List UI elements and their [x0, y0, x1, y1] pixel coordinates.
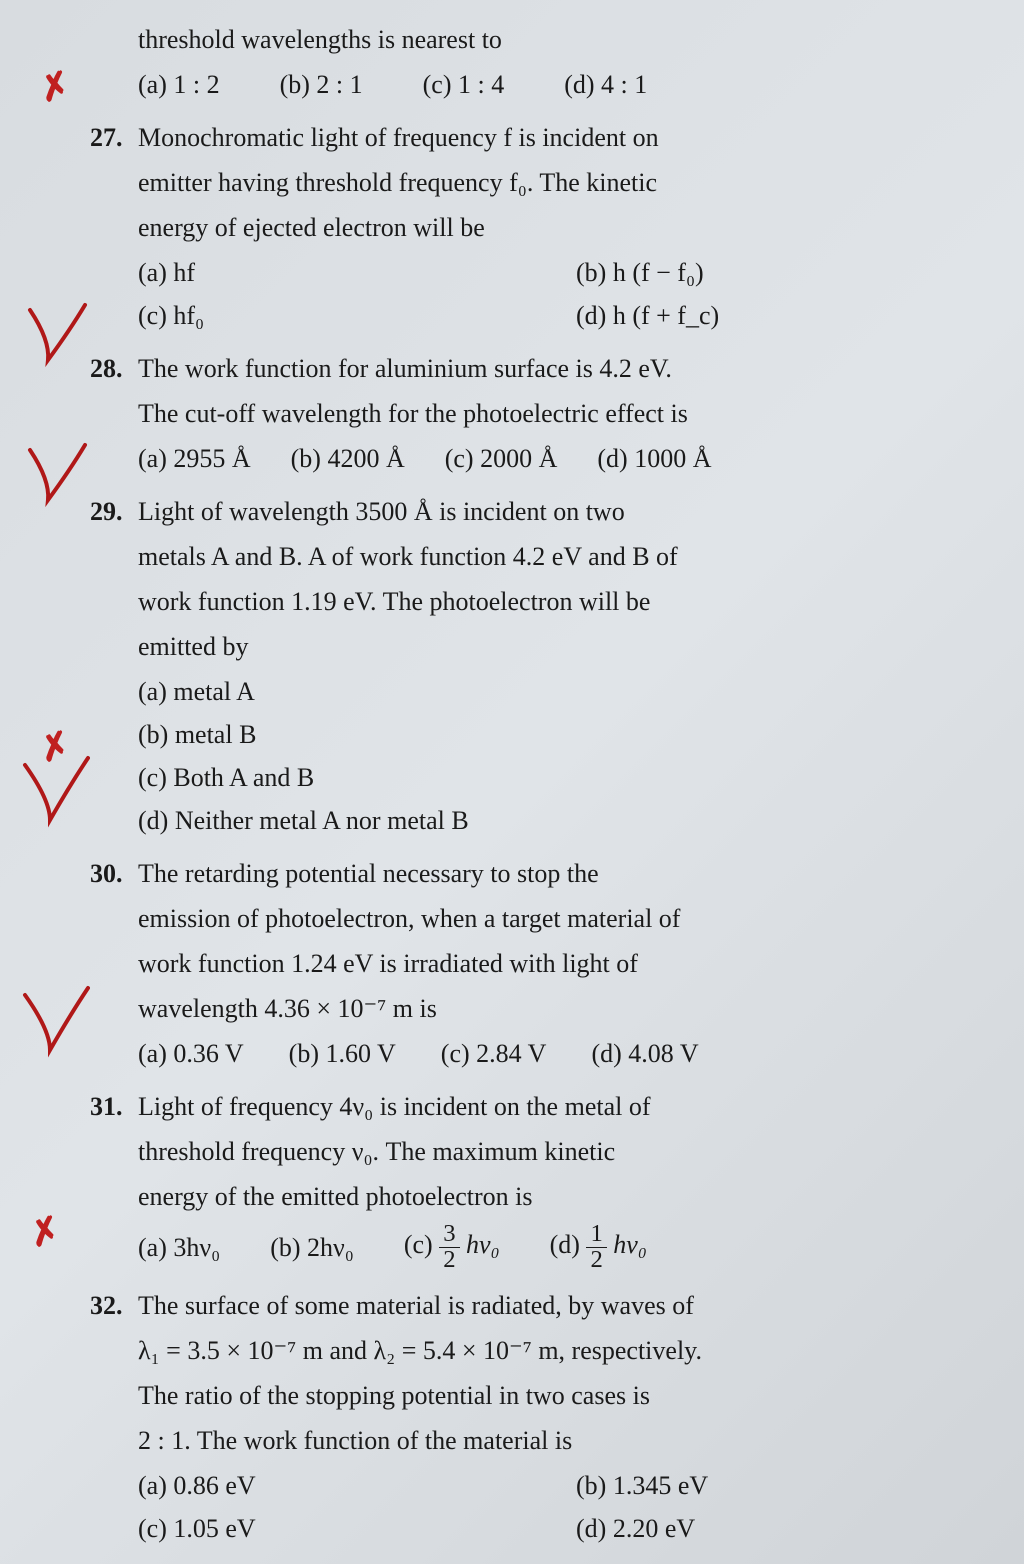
option-c: (c) 2.84 V	[441, 1034, 547, 1073]
option-a: (a) metal A	[138, 672, 974, 711]
option-c: (c) 1.05 eV	[138, 1509, 536, 1548]
question-line: Monochromatic light of frequency f is in…	[138, 123, 659, 152]
option-b: (b) h (f − f₀)	[576, 253, 974, 292]
options-row: (a) 0.36 V (b) 1.60 V (c) 2.84 V (d) 4.0…	[138, 1034, 974, 1073]
question-line: energy of ejected electron will be	[138, 208, 974, 247]
question-line: λ₁ = 3.5 × 10⁻⁷ m and λ₂ = 5.4 × 10⁻⁷ m,…	[138, 1331, 974, 1370]
option-c: (c) Both A and B	[138, 758, 974, 797]
question-27: 27.Monochromatic light of frequency f is…	[90, 118, 974, 335]
question-line: 2 : 1. The work function of the material…	[138, 1421, 974, 1460]
question-text: 28.The work function for aluminium surfa…	[138, 349, 974, 388]
fraction-numerator: 1	[586, 1222, 606, 1248]
question-text: 27.Monochromatic light of frequency f is…	[138, 118, 974, 157]
question-text: 31.Light of frequency 4ν₀ is incident on…	[138, 1087, 974, 1126]
option-c: (c) 1 : 4	[423, 65, 505, 104]
hand-mark-icon: ✗	[24, 1202, 67, 1262]
option-b: (b) 2 : 1	[280, 65, 363, 104]
question-line: The retarding potential necessary to sto…	[138, 859, 599, 888]
option-b: (b) 2hν₀	[270, 1228, 354, 1267]
option-d: (d) 12 hν₀	[550, 1222, 647, 1272]
hand-mark-icon	[20, 980, 90, 1070]
option-d: (d) 4 : 1	[564, 65, 647, 104]
question-number: 32.	[90, 1286, 138, 1325]
question-line: emitted by	[138, 627, 974, 666]
options-grid: (a) hf (b) h (f − f₀) (c) hf₀ (d) h (f +…	[138, 253, 974, 335]
question-29: 29.Light of wavelength 3500 Å is inciden…	[90, 492, 974, 840]
question-31: 31.Light of frequency 4ν₀ is incident on…	[90, 1087, 974, 1272]
hand-mark-icon: ✗	[34, 717, 77, 777]
options-row: (a) 3hν₀ (b) 2hν₀ (c) 32 hν₀ (d) 12 hν₀	[138, 1222, 974, 1272]
option-b: (b) 1.345 eV	[576, 1466, 974, 1505]
question-text: 30.The retarding potential necessary to …	[138, 854, 974, 893]
option-d: (d) Neither metal A nor metal B	[138, 801, 974, 840]
question-line: work function 1.24 eV is irradiated with…	[138, 944, 974, 983]
hand-mark-icon	[20, 440, 90, 530]
option-d: (d) 4.08 V	[591, 1034, 698, 1073]
question-number: 29.	[90, 492, 138, 531]
fraction: 32	[439, 1222, 459, 1272]
question-line: The cut-off wavelength for the photoelec…	[138, 394, 974, 433]
question-line: Light of wavelength 3500 Å is incident o…	[138, 497, 625, 526]
hand-mark-icon	[20, 300, 90, 390]
options-row: (a) 1 : 2 (b) 2 : 1 (c) 1 : 4 (d) 4 : 1	[138, 65, 974, 104]
option-a: (a) 3hν₀	[138, 1228, 220, 1267]
option-d: (d) h (f + f_c)	[576, 296, 974, 335]
option-d: (d) 2.20 eV	[576, 1509, 974, 1548]
question-number: 31.	[90, 1087, 138, 1126]
option-c: (c) 2000 Å	[445, 439, 558, 478]
options-grid: (a) 0.86 eV (b) 1.345 eV (c) 1.05 eV (d)…	[138, 1466, 974, 1548]
page-container: ✗ ✗ ✗ threshold wavelengths is nearest t…	[90, 20, 974, 1548]
question-line: emission of photoelectron, when a target…	[138, 899, 974, 938]
fraction-denominator: 2	[586, 1248, 606, 1273]
option-c: (c) 32 hν₀	[404, 1222, 500, 1272]
option-c: (c) hf₀	[138, 296, 536, 335]
option-b: (b) metal B	[138, 715, 974, 754]
question-number: 27.	[90, 118, 138, 157]
option-a: (a) 0.36 V	[138, 1034, 244, 1073]
question-line: wavelength 4.36 × 10⁻⁷ m is	[138, 989, 974, 1028]
question-text: 32.The surface of some material is radia…	[138, 1286, 974, 1325]
question-line: metals A and B. A of work function 4.2 e…	[138, 537, 974, 576]
options-row: (a) 2955 Å (b) 4200 Å (c) 2000 Å (d) 100…	[138, 439, 974, 478]
question-line: The surface of some material is radiated…	[138, 1291, 694, 1320]
hand-mark-icon: ✗	[34, 57, 77, 117]
question-stem: threshold wavelengths is nearest to	[138, 20, 974, 59]
question-32: 32.The surface of some material is radia…	[90, 1286, 974, 1548]
question-26: threshold wavelengths is nearest to (a) …	[90, 20, 974, 104]
question-line: emitter having threshold frequency f₀. T…	[138, 163, 974, 202]
question-line: The work function for aluminium surface …	[138, 354, 672, 383]
option-label: (c)	[404, 1230, 439, 1259]
question-line: The ratio of the stopping potential in t…	[138, 1376, 974, 1415]
option-a: (a) 2955 Å	[138, 439, 251, 478]
option-d: (d) 1000 Å	[597, 439, 711, 478]
fraction: 12	[586, 1222, 606, 1272]
options-column: (a) metal A (b) metal B (c) Both A and B…	[138, 672, 974, 840]
question-line: work function 1.19 eV. The photoelectron…	[138, 582, 974, 621]
question-line: energy of the emitted photoelectron is	[138, 1177, 974, 1216]
question-number: 30.	[90, 854, 138, 893]
option-post: hν₀	[460, 1230, 500, 1259]
fraction-numerator: 3	[439, 1222, 459, 1248]
question-28: 28.The work function for aluminium surfa…	[90, 349, 974, 478]
option-label: (d)	[550, 1230, 587, 1259]
question-text: 29.Light of wavelength 3500 Å is inciden…	[138, 492, 974, 531]
option-post: hν₀	[607, 1230, 647, 1259]
option-a: (a) 1 : 2	[138, 65, 220, 104]
question-30: 30.The retarding potential necessary to …	[90, 854, 974, 1073]
question-line: threshold frequency ν₀. The maximum kine…	[138, 1132, 974, 1171]
option-b: (b) 4200 Å	[291, 439, 405, 478]
question-line: Light of frequency 4ν₀ is incident on th…	[138, 1092, 651, 1121]
question-number: 28.	[90, 349, 138, 388]
option-a: (a) hf	[138, 253, 536, 292]
fraction-denominator: 2	[439, 1248, 459, 1273]
option-b: (b) 1.60 V	[289, 1034, 396, 1073]
option-a: (a) 0.86 eV	[138, 1466, 536, 1505]
